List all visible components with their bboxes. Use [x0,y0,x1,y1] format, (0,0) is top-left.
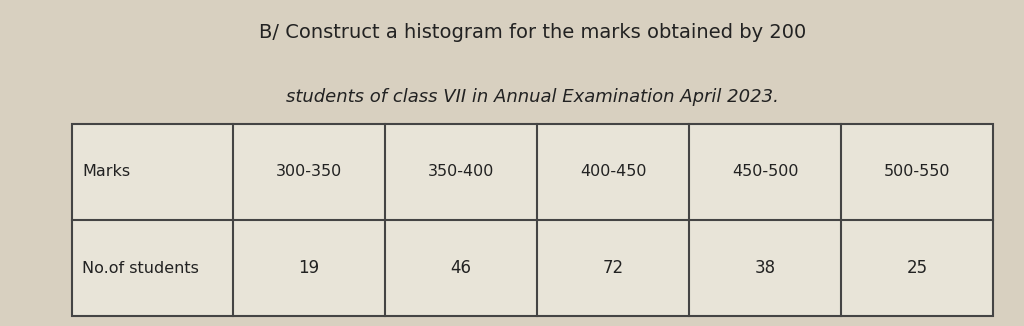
Text: 350-400: 350-400 [428,164,495,180]
Text: 38: 38 [755,259,776,277]
Text: 19: 19 [298,259,319,277]
Text: 400-450: 400-450 [580,164,646,180]
Text: 450-500: 450-500 [732,164,799,180]
Text: 72: 72 [602,259,624,277]
Text: No.of students: No.of students [82,260,199,276]
Text: 25: 25 [906,259,928,277]
Text: 300-350: 300-350 [275,164,342,180]
Text: B/ Construct a histogram for the marks obtained by 200: B/ Construct a histogram for the marks o… [259,23,806,42]
Text: Marks: Marks [82,164,130,180]
Bar [72,124,993,316]
Text: students of class VII in Annual Examination April 2023.: students of class VII in Annual Examinat… [286,88,779,106]
Text: 46: 46 [451,259,472,277]
Text: 500-550: 500-550 [884,164,950,180]
